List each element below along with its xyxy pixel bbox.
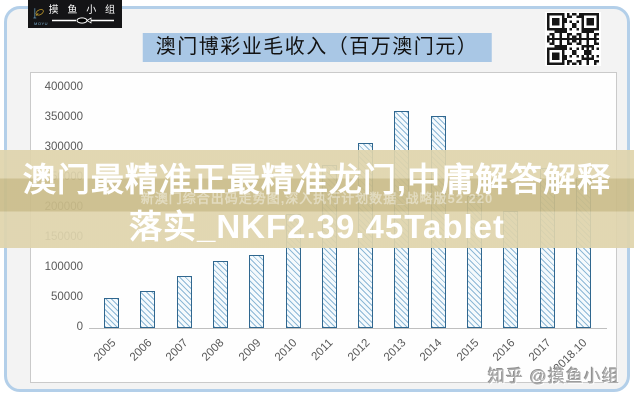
y-tick-label: 50000 (51, 291, 83, 303)
bar-2009 (249, 254, 265, 328)
bar-2006 (140, 290, 156, 328)
zhihu-watermark: 知乎 @摸鱼小组 (488, 367, 620, 386)
chart-title: 澳门博彩业毛收入（百万澳门元） (155, 36, 479, 58)
bar-2008 (212, 261, 228, 328)
fish-divider-icon (52, 16, 115, 24)
chart-title-band: 澳门博彩业毛收入（百万澳门元） (142, 33, 492, 62)
qr-code-icon (547, 13, 599, 65)
x-axis-line (89, 328, 607, 329)
promo-overlay-banner: 新澳门综合出码走势图,深入执行计划数据_战略版52.220 澳门最精准正最精准龙… (0, 150, 634, 248)
y-tick-label: 350000 (44, 111, 83, 123)
brand-logo: MOYU 摸 鱼 小 组 (28, 0, 122, 28)
logo-subtext: MOYU (34, 21, 48, 26)
fish-logo-icon (33, 8, 44, 19)
y-tick-label: 400000 (44, 81, 83, 93)
overlay-headline-line2: 落实_NKF2.39.45Tablet (128, 208, 505, 245)
bar-2005 (104, 298, 119, 328)
qr-code (545, 12, 601, 66)
overlay-headline-line1: 澳门最精准正最精准龙门,中庸解答解释 (22, 161, 612, 198)
y-tick-label: 0 (76, 321, 83, 333)
bar-2007 (176, 276, 192, 328)
logo-brand-text: 摸 鱼 小 组 (48, 4, 118, 16)
y-tick-label: 100000 (44, 261, 83, 273)
overlay-faint-watermark: 新澳门综合出码走势图,深入执行计划数据_战略版52.220 (140, 191, 494, 206)
